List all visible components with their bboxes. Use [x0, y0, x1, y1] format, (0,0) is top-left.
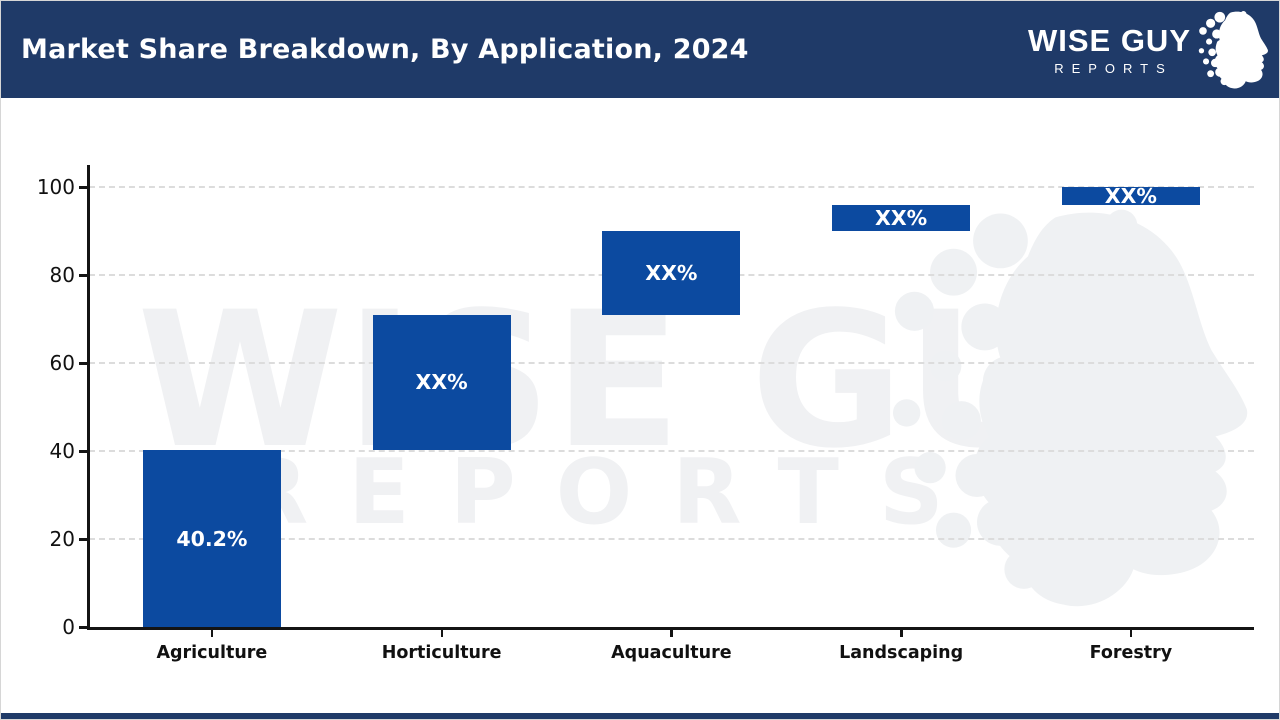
header-banner: Market Share Breakdown, By Application, … [1, 1, 1279, 98]
y-axis-tick-label: 0 [62, 615, 75, 639]
x-axis-category-label: Agriculture [156, 643, 268, 663]
x-axis-tick [670, 629, 673, 637]
x-axis-category-label: Aquaculture [611, 643, 732, 663]
waterfall-bar: XX% [602, 231, 741, 315]
y-axis-tick-label: 80 [49, 263, 75, 287]
x-axis-tick [900, 629, 903, 637]
x-axis-category-label: Forestry [1089, 643, 1173, 663]
x-axis-category-label: Horticulture [381, 643, 502, 663]
bar-value-label: XX% [875, 205, 928, 230]
y-axis-tick-label: 100 [36, 175, 75, 199]
x-axis-tick [1129, 629, 1133, 637]
gridline [89, 186, 1254, 188]
brand-subtitle: REPORTS [1054, 60, 1173, 76]
y-axis-tick [79, 626, 87, 629]
bar-value-label: XX% [1104, 183, 1157, 208]
chart-region: WISE GUY REPORTS 0 20 40 60 80 100 Agriculture… [1, 98, 1279, 715]
y-axis-line [87, 165, 90, 629]
x-axis-category-label: Landscaping [839, 643, 964, 663]
y-axis-tick [79, 538, 87, 541]
brand-logo: WISE GUY REPORTS [1028, 1, 1271, 98]
bar-value-label: XX% [645, 260, 698, 285]
bar-value-label: XX% [415, 370, 468, 395]
waterfall-bar: XX% [832, 204, 971, 231]
y-axis-tick-label: 40 [49, 439, 75, 463]
y-axis-tick-label: 20 [49, 527, 75, 551]
x-axis-tick [440, 629, 444, 637]
gridline [89, 538, 1254, 540]
gridline [89, 450, 1254, 452]
waterfall-bar: XX% [1061, 183, 1200, 208]
dotted-head-icon [1193, 8, 1271, 92]
brand-logo-text: WISE GUY REPORTS [1028, 25, 1191, 75]
waterfall-bar: 40.2% [142, 450, 281, 627]
waterfall-bar: XX% [372, 314, 511, 451]
footer-bar [1, 713, 1279, 719]
plot-area: 0 20 40 60 80 100 Agriculture 40.2% Horticulture… [1, 98, 1279, 715]
chart-title: Market Share Breakdown, By Application, … [21, 34, 749, 65]
x-axis-line [87, 627, 1254, 630]
bar-value-label: 40.2% [176, 526, 248, 551]
y-axis-tick [79, 186, 87, 189]
y-axis-tick [79, 362, 87, 365]
gridline [89, 362, 1254, 364]
y-axis-tick-label: 60 [49, 351, 75, 375]
brand-name: WISE GUY [1027, 22, 1191, 58]
y-axis-tick [79, 450, 87, 453]
x-axis-tick [210, 629, 214, 637]
y-axis-tick [79, 274, 87, 277]
